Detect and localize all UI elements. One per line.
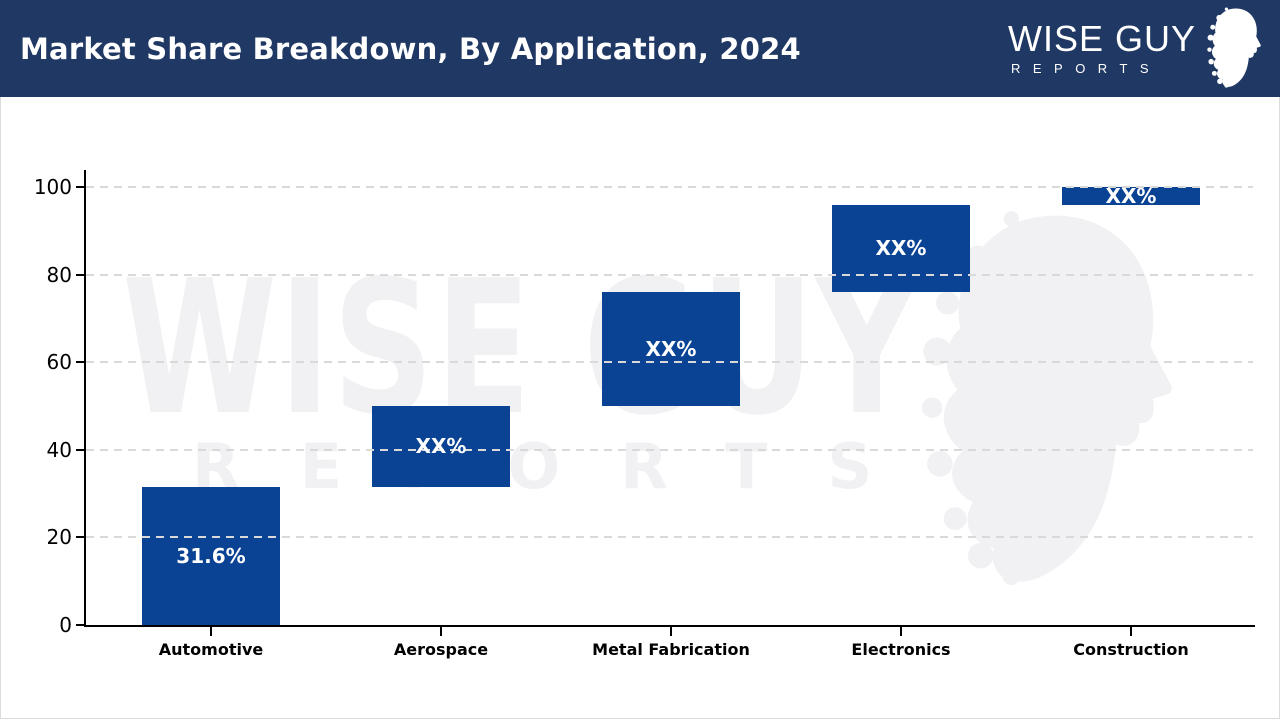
- y-tick-label-80: 80: [46, 262, 72, 287]
- x-tick-metal-fabrication: [670, 627, 672, 636]
- bar-label-automotive: 31.6%: [176, 543, 246, 568]
- bar-label-metal-fabrication: XX%: [645, 337, 697, 362]
- head-profile-logo-icon: [1207, 7, 1261, 88]
- watermark-reports: REPORTS: [192, 430, 933, 503]
- x-tick-label-aerospace: Aerospace: [393, 640, 489, 659]
- header: Market Share Breakdown, By Application, …: [0, 0, 1280, 97]
- y-tick-100: [76, 186, 84, 188]
- brand-reports-label: REPORTS: [1010, 61, 1162, 76]
- brand-wordmark: WISE GUY REPORTS: [1007, 18, 1196, 76]
- x-tick-label-electronics: Electronics: [851, 640, 951, 659]
- gridline-20: [86, 536, 1253, 539]
- x-tick-construction: [1130, 627, 1132, 636]
- x-tick-electronics: [900, 627, 902, 636]
- y-tick-60: [76, 361, 84, 364]
- bar-automotive: [142, 486, 280, 625]
- gridline-100: [86, 186, 1253, 188]
- x-tick-label-automotive: Automotive: [158, 640, 264, 659]
- bar-metal-fabrication: [602, 292, 740, 406]
- y-tick-label-100: 100: [33, 175, 72, 199]
- bar-aerospace: [372, 406, 510, 487]
- bar-label-electronics: XX%: [875, 236, 927, 261]
- brand-logo: WISE GUY REPORTS: [1008, 7, 1270, 89]
- bar-electronics: [832, 204, 970, 293]
- y-tick-label-20: 20: [46, 525, 72, 550]
- y-tick-40: [76, 448, 84, 451]
- gridline-40: [86, 448, 1253, 451]
- brand-name-label: WISE GUY: [1007, 18, 1196, 59]
- page-title: Market Share Breakdown, By Application, …: [20, 31, 801, 66]
- x-tick-label-construction: Construction: [1073, 640, 1189, 659]
- y-tick-label-0: 0: [59, 613, 72, 637]
- x-tick-label-metal-fabrication: Metal Fabrication: [592, 640, 750, 659]
- bar-label-aerospace: XX%: [415, 434, 467, 459]
- gridline-60: [86, 361, 1253, 364]
- y-tick-0: [76, 624, 84, 626]
- gridline-80: [86, 273, 1253, 276]
- x-axis: [84, 625, 1255, 627]
- y-tick-20: [76, 536, 84, 539]
- bar-construction: [1062, 187, 1200, 205]
- y-tick-80: [76, 273, 84, 276]
- y-axis: [84, 170, 86, 627]
- watermark-head-icon: [922, 211, 1172, 586]
- x-tick-aerospace: [440, 627, 442, 636]
- y-tick-label-60: 60: [46, 350, 72, 375]
- y-tick-label-40: 40: [46, 437, 72, 462]
- watermark-wordmark: WISE GUY: [122, 240, 920, 456]
- x-tick-automotive: [210, 627, 212, 636]
- bar-label-construction: XX%: [1105, 183, 1157, 208]
